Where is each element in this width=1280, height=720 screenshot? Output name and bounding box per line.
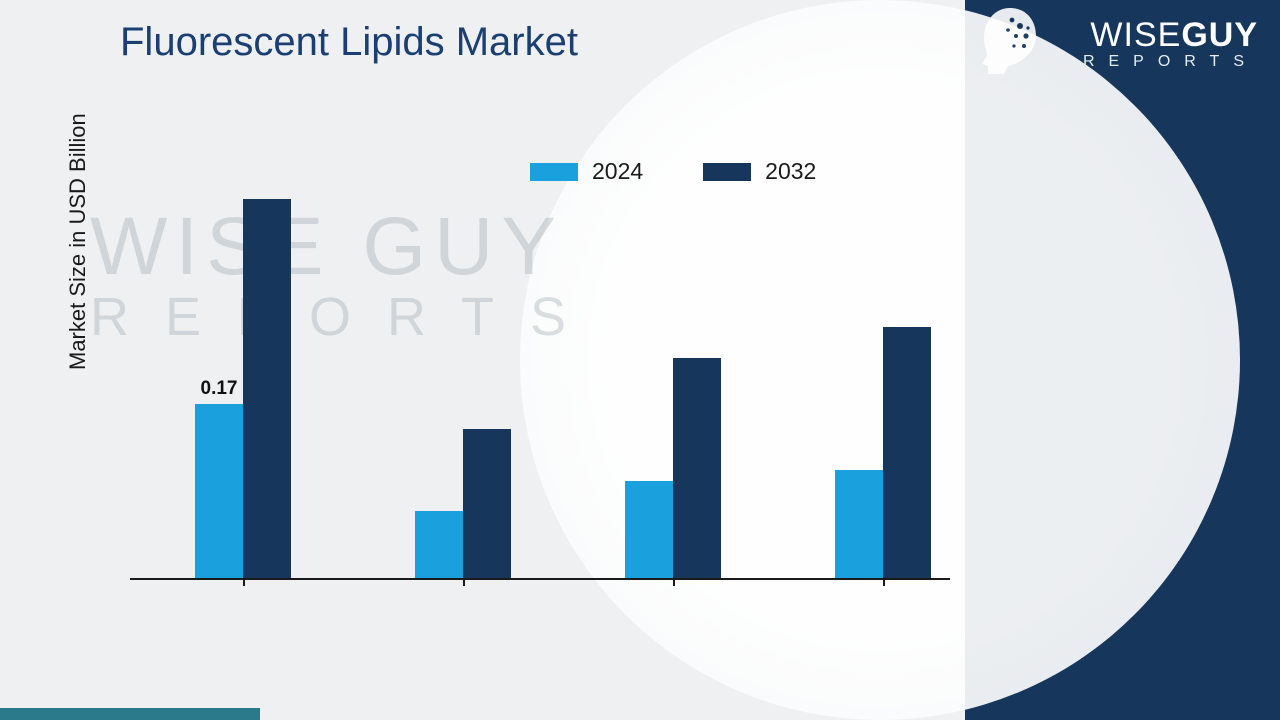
bar [625, 481, 673, 578]
bar [835, 470, 883, 578]
brand-logo: WISEGUY REPORTS [1083, 18, 1258, 70]
bar [673, 358, 721, 578]
y-axis-title: Market Size in USD Billion [65, 113, 91, 370]
content-area: Fluorescent Lipids Market 2024 2032 Mark… [0, 0, 965, 720]
logo-word-guy: GUY [1181, 16, 1258, 54]
bar [463, 429, 511, 578]
bar [883, 327, 931, 578]
axis-tick [673, 578, 675, 586]
page-title: Fluorescent Lipids Market [120, 20, 578, 65]
bar-chart: 2024 2032 Market Size in USD Billion 0.1… [60, 160, 960, 660]
logo-line2: REPORTS [1083, 54, 1258, 70]
plot-area: 0.17InVivoImagingExVivoImagingDrugDiscov… [130, 170, 950, 580]
axis-tick [463, 578, 465, 586]
y-axis-title-wrap: Market Size in USD Billion [78, 160, 108, 580]
bar [415, 511, 463, 578]
bar [195, 404, 243, 578]
axis-tick [243, 578, 245, 586]
logo-word-wise: WISE [1090, 16, 1181, 54]
logo-head-icon [980, 6, 1040, 78]
axis-tick [883, 578, 885, 586]
logo-line1: WISEGUY [1083, 18, 1258, 52]
bar [243, 199, 291, 578]
bar-value-label: 0.17 [189, 378, 249, 400]
